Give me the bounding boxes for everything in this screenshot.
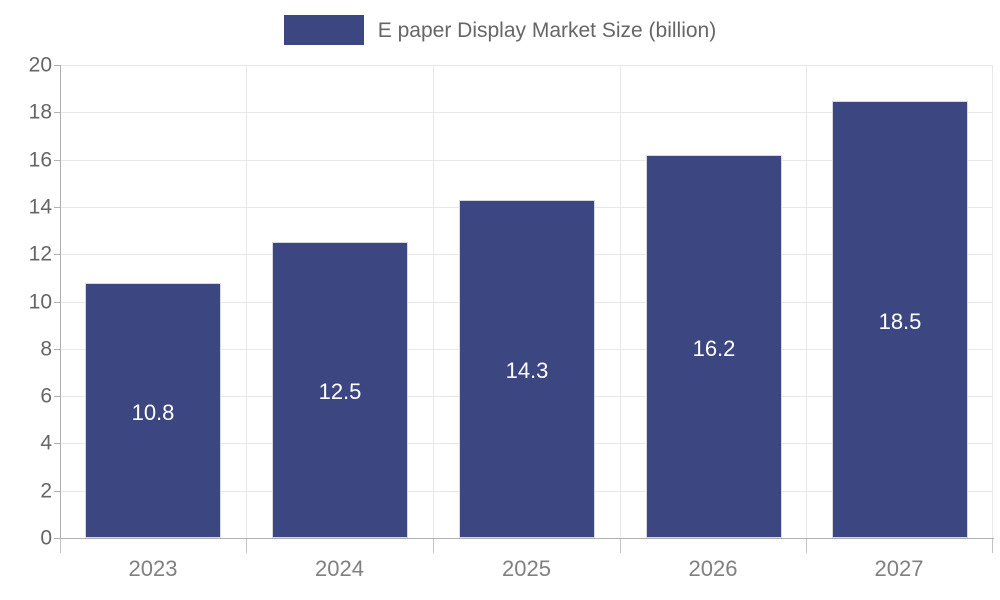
gridline-horizontal bbox=[60, 112, 993, 114]
bar-2026[interactable]: 16.2 bbox=[646, 154, 782, 538]
bar-value-label: 18.5 bbox=[878, 308, 922, 334]
gridline-horizontal bbox=[60, 65, 993, 66]
x-tick-label-2025: 2025 bbox=[502, 556, 551, 581]
y-tick-label-16: 16 bbox=[28, 148, 52, 172]
x-axis-line bbox=[60, 538, 994, 539]
gridline-horizontal bbox=[60, 159, 993, 161]
legend-color-swatch-icon bbox=[283, 15, 364, 45]
bar-value-label: 12.5 bbox=[318, 379, 362, 405]
y-axis-line bbox=[60, 65, 61, 538]
plot-area: 10.8 12.5 14.3 16.2 18.5 bbox=[60, 65, 993, 538]
gridline-vertical bbox=[433, 65, 434, 538]
legend-entry-label: E paper Display Market Size (billion) bbox=[377, 18, 717, 42]
y-tick-label-10: 10 bbox=[28, 290, 52, 313]
y-tick-label-4: 4 bbox=[40, 431, 52, 455]
bar-2027[interactable]: 18.5 bbox=[832, 100, 968, 538]
gridline-vertical bbox=[806, 65, 807, 538]
legend-entry-e-paper-display-market-size[interactable]: E paper Display Market Size (billion) bbox=[283, 15, 717, 45]
y-tick-label-14: 14 bbox=[28, 195, 52, 219]
x-tick-label-2027: 2027 bbox=[874, 556, 924, 581]
x-tick-label-2023: 2023 bbox=[128, 556, 178, 581]
y-tick-label-20: 20 bbox=[28, 53, 52, 77]
bar-2025[interactable]: 14.3 bbox=[459, 199, 595, 538]
y-tick-label-12: 12 bbox=[28, 242, 52, 266]
bar-2024[interactable]: 12.5 bbox=[272, 242, 408, 538]
x-tick-label-2024: 2024 bbox=[315, 556, 364, 581]
x-tick-label-2026: 2026 bbox=[688, 556, 738, 581]
gridline-vertical bbox=[246, 65, 247, 538]
bar-value-label: 14.3 bbox=[505, 357, 549, 383]
chart-legend: E paper Display Market Size (billion) bbox=[0, 10, 1000, 50]
y-tick-label-8: 8 bbox=[40, 337, 52, 361]
y-tick-label-2: 2 bbox=[40, 479, 52, 503]
gridline-vertical bbox=[992, 65, 993, 538]
y-tick-label-0: 0 bbox=[40, 526, 52, 550]
bar-value-label: 10.8 bbox=[131, 399, 175, 425]
bar-2023[interactable]: 10.8 bbox=[85, 282, 221, 538]
gridline-vertical bbox=[620, 65, 621, 538]
y-tick-label-18: 18 bbox=[28, 100, 52, 124]
y-axis-tick-labels: 20 18 16 14 12 10 8 6 4 2 0 bbox=[0, 0, 52, 600]
y-tick-label-6: 6 bbox=[40, 384, 52, 408]
bar-value-label: 16.2 bbox=[692, 335, 736, 361]
